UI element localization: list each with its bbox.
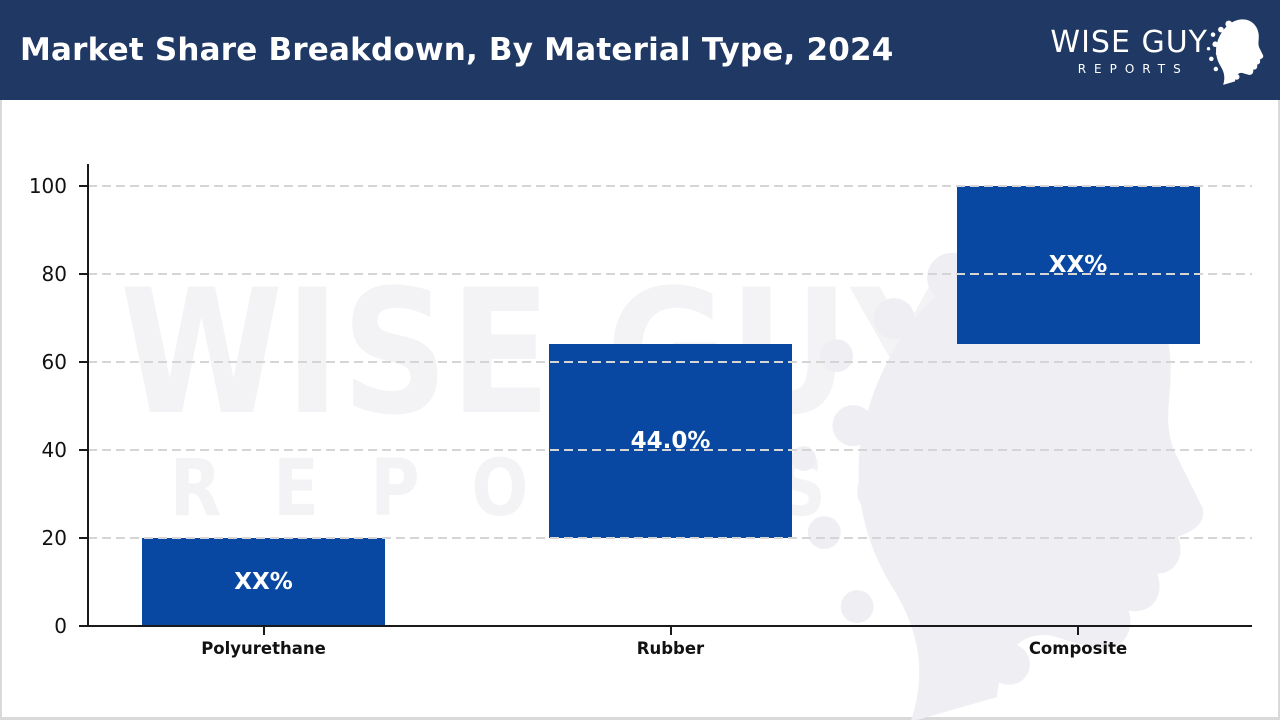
bar-value-label: XX% — [234, 569, 293, 595]
logo-wordmark-line1: WISE GUY — [1050, 24, 1208, 60]
bar-rubber — [549, 344, 792, 538]
y-tick-label-0: 0 — [54, 614, 67, 638]
bar-value-label: XX% — [1048, 252, 1108, 279]
y-tick-20 — [79, 537, 87, 539]
y-tick-label-100: 100 — [28, 174, 67, 198]
gridline-60 — [88, 361, 1252, 363]
x-tick-polyurethane — [262, 627, 265, 635]
gridline-80 — [88, 273, 1252, 275]
y-tick-0 — [79, 625, 87, 627]
gridline-20 — [88, 537, 1252, 539]
x-tick-rubber — [669, 627, 672, 635]
bar-value-label: 44.0% — [630, 428, 711, 455]
y-tick-label-80: 80 — [41, 262, 67, 286]
logo-wordmark-line2: REPORTS — [1077, 61, 1189, 76]
x-label-composite: Composite — [1028, 639, 1128, 658]
gridline-100 — [88, 185, 1252, 187]
header-banner: Market Share Breakdown, By Material Type… — [0, 0, 1280, 100]
y-tick-label-60: 60 — [41, 350, 67, 374]
x-label-polyurethane: Polyurethane — [201, 639, 326, 658]
gridline-40 — [88, 449, 1252, 451]
x-label-rubber: Rubber — [636, 639, 705, 658]
wiseguy-logo: WISE GUY REPORTS — [1050, 6, 1266, 96]
y-tick-40 — [79, 449, 87, 451]
x-tick-composite — [1077, 627, 1079, 635]
y-tick-80 — [79, 273, 87, 275]
logo-wordmark: WISE GUY REPORTS — [1050, 24, 1208, 76]
bar-polyurethane — [142, 538, 385, 626]
y-tick-60 — [79, 361, 87, 363]
y-tick-label-40: 40 — [41, 438, 67, 462]
x-axis-line — [87, 625, 1252, 627]
y-tick-100 — [79, 185, 87, 187]
page-title: Market Share Breakdown, By Material Type… — [20, 32, 894, 68]
y-axis-line — [87, 164, 89, 627]
y-tick-label-20: 20 — [41, 526, 67, 550]
